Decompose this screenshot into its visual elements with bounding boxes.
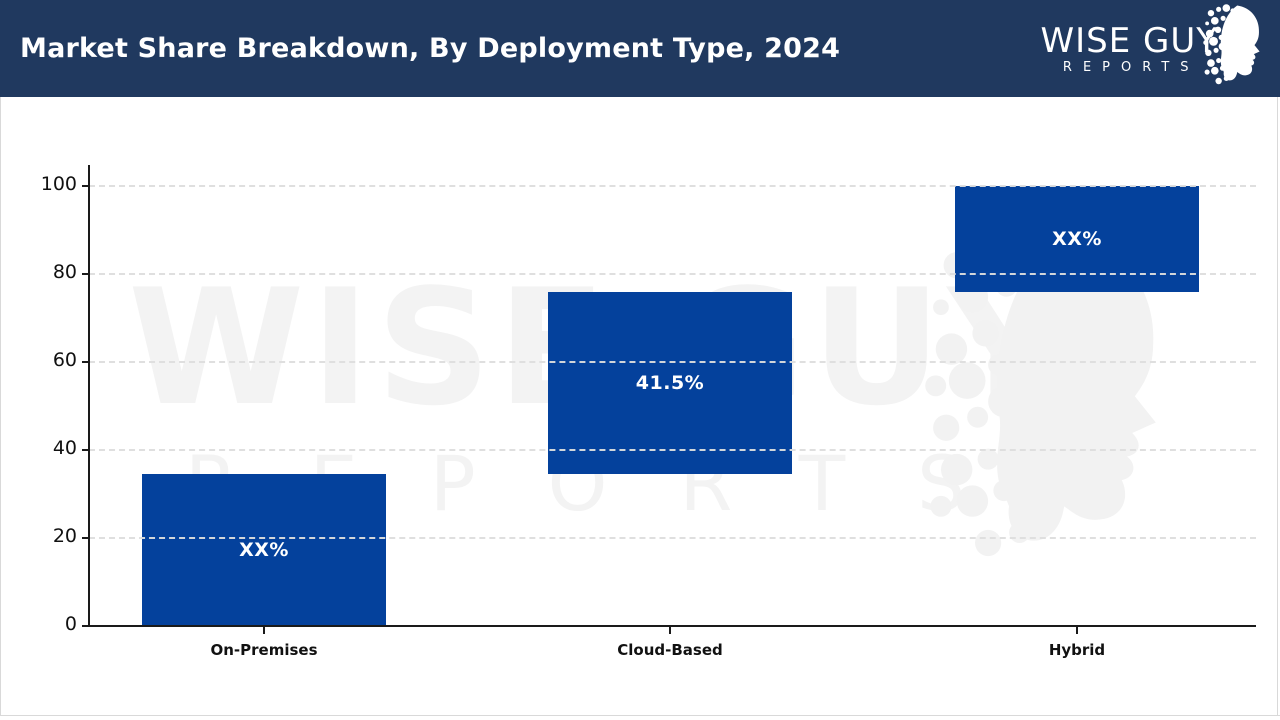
x-tick-label-hybrid: Hybrid: [1048, 641, 1106, 659]
y-tick-mark: [82, 449, 89, 451]
y-tick-label: 80: [52, 261, 77, 283]
wiseguy-logo: WISE GUY REPORTS: [1040, 4, 1266, 94]
y-tick-label: 0: [64, 613, 77, 635]
y-tick-label: 40: [52, 437, 77, 459]
y-tick-mark: [82, 185, 89, 187]
logo-text: WISE GUY REPORTS: [1040, 20, 1218, 75]
logo-subtitle: REPORTS: [1062, 59, 1200, 75]
gridline: [89, 361, 1256, 363]
y-tick-mark: [82, 273, 89, 275]
logo-head-icon: [1203, 4, 1260, 85]
header-bar: Market Share Breakdown, By Deployment Ty…: [0, 0, 1280, 97]
figure-border-right: [1277, 97, 1278, 716]
gridline: [89, 273, 1256, 275]
bar-value-label-on-premises: XX%: [239, 539, 289, 562]
x-tick-mark: [669, 627, 671, 634]
x-tick-mark: [1076, 627, 1078, 634]
y-tick-label: 100: [40, 173, 77, 195]
figure-border-bottom: [0, 715, 1280, 716]
y-tick-label: 20: [52, 525, 77, 547]
x-tick-mark: [263, 627, 265, 634]
y-tick-mark: [82, 625, 89, 627]
gridline: [89, 449, 1256, 451]
gridline: [89, 537, 1256, 539]
chart-title: Market Share Breakdown, By Deployment Ty…: [20, 33, 841, 64]
gridline: [89, 185, 1256, 187]
bar-value-label-hybrid: XX%: [1052, 227, 1102, 250]
bar-cloud-based: 41.5%: [548, 291, 792, 475]
y-tick-mark: [82, 537, 89, 539]
x-axis-line: [88, 625, 1256, 627]
bar-hybrid: XX%: [955, 186, 1199, 292]
y-axis-line: [88, 165, 90, 627]
x-tick-label-on-premises: On-Premises: [210, 641, 318, 659]
y-tick-mark: [82, 361, 89, 363]
figure-border-left: [0, 97, 1, 716]
logo-wordmark: WISE GUY: [1040, 20, 1218, 61]
bar-on-premises: XX%: [142, 474, 386, 626]
y-tick-label: 60: [52, 349, 77, 371]
bar-value-label-cloud-based: 41.5%: [635, 371, 705, 394]
x-tick-label-cloud-based: Cloud-Based: [617, 641, 723, 659]
